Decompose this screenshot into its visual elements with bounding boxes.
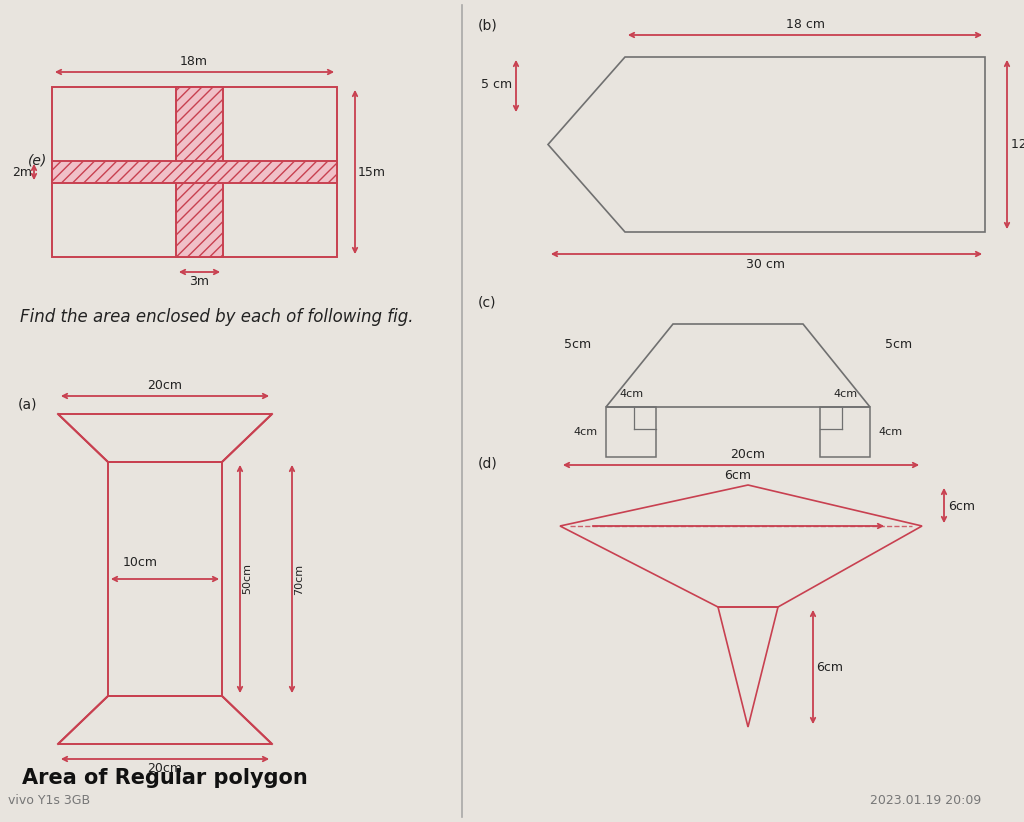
Text: 18m: 18m bbox=[180, 55, 208, 68]
Text: 50cm: 50cm bbox=[242, 564, 252, 594]
Text: (e): (e) bbox=[28, 153, 47, 167]
Text: Area of Regular polygon: Area of Regular polygon bbox=[22, 768, 308, 788]
Text: 20cm: 20cm bbox=[147, 379, 182, 392]
Text: 6cm: 6cm bbox=[948, 500, 975, 512]
Text: 3m: 3m bbox=[189, 275, 209, 288]
Text: 4cm: 4cm bbox=[573, 427, 598, 437]
Text: 12 c: 12 c bbox=[1011, 138, 1024, 151]
Text: 6cm: 6cm bbox=[816, 661, 843, 673]
Text: (b): (b) bbox=[478, 19, 498, 33]
Text: (d): (d) bbox=[478, 456, 498, 470]
Text: 10cm: 10cm bbox=[123, 556, 158, 569]
Text: (c): (c) bbox=[478, 296, 497, 310]
Text: 18 cm: 18 cm bbox=[785, 18, 824, 31]
Text: 20cm: 20cm bbox=[730, 448, 766, 461]
Text: vivo Y1s 3GB: vivo Y1s 3GB bbox=[8, 794, 90, 807]
Text: 5cm: 5cm bbox=[564, 338, 591, 351]
Polygon shape bbox=[52, 161, 337, 183]
Text: 4cm: 4cm bbox=[833, 389, 857, 399]
Text: 6cm: 6cm bbox=[725, 469, 752, 482]
Text: 2023.01.19 20:09: 2023.01.19 20:09 bbox=[870, 794, 981, 807]
Text: 30 cm: 30 cm bbox=[746, 258, 785, 271]
Text: 2m: 2m bbox=[12, 165, 32, 178]
Text: 15m: 15m bbox=[358, 165, 386, 178]
Text: Find the area enclosed by each of following fig.: Find the area enclosed by each of follow… bbox=[20, 308, 414, 326]
Text: 4cm: 4cm bbox=[878, 427, 902, 437]
Text: 5cm: 5cm bbox=[885, 338, 912, 351]
Text: 4cm: 4cm bbox=[618, 389, 643, 399]
Text: 20cm: 20cm bbox=[147, 762, 182, 775]
Polygon shape bbox=[176, 87, 223, 257]
Text: (a): (a) bbox=[18, 398, 38, 412]
Text: 5 cm: 5 cm bbox=[481, 78, 512, 91]
Text: 70cm: 70cm bbox=[294, 563, 304, 594]
